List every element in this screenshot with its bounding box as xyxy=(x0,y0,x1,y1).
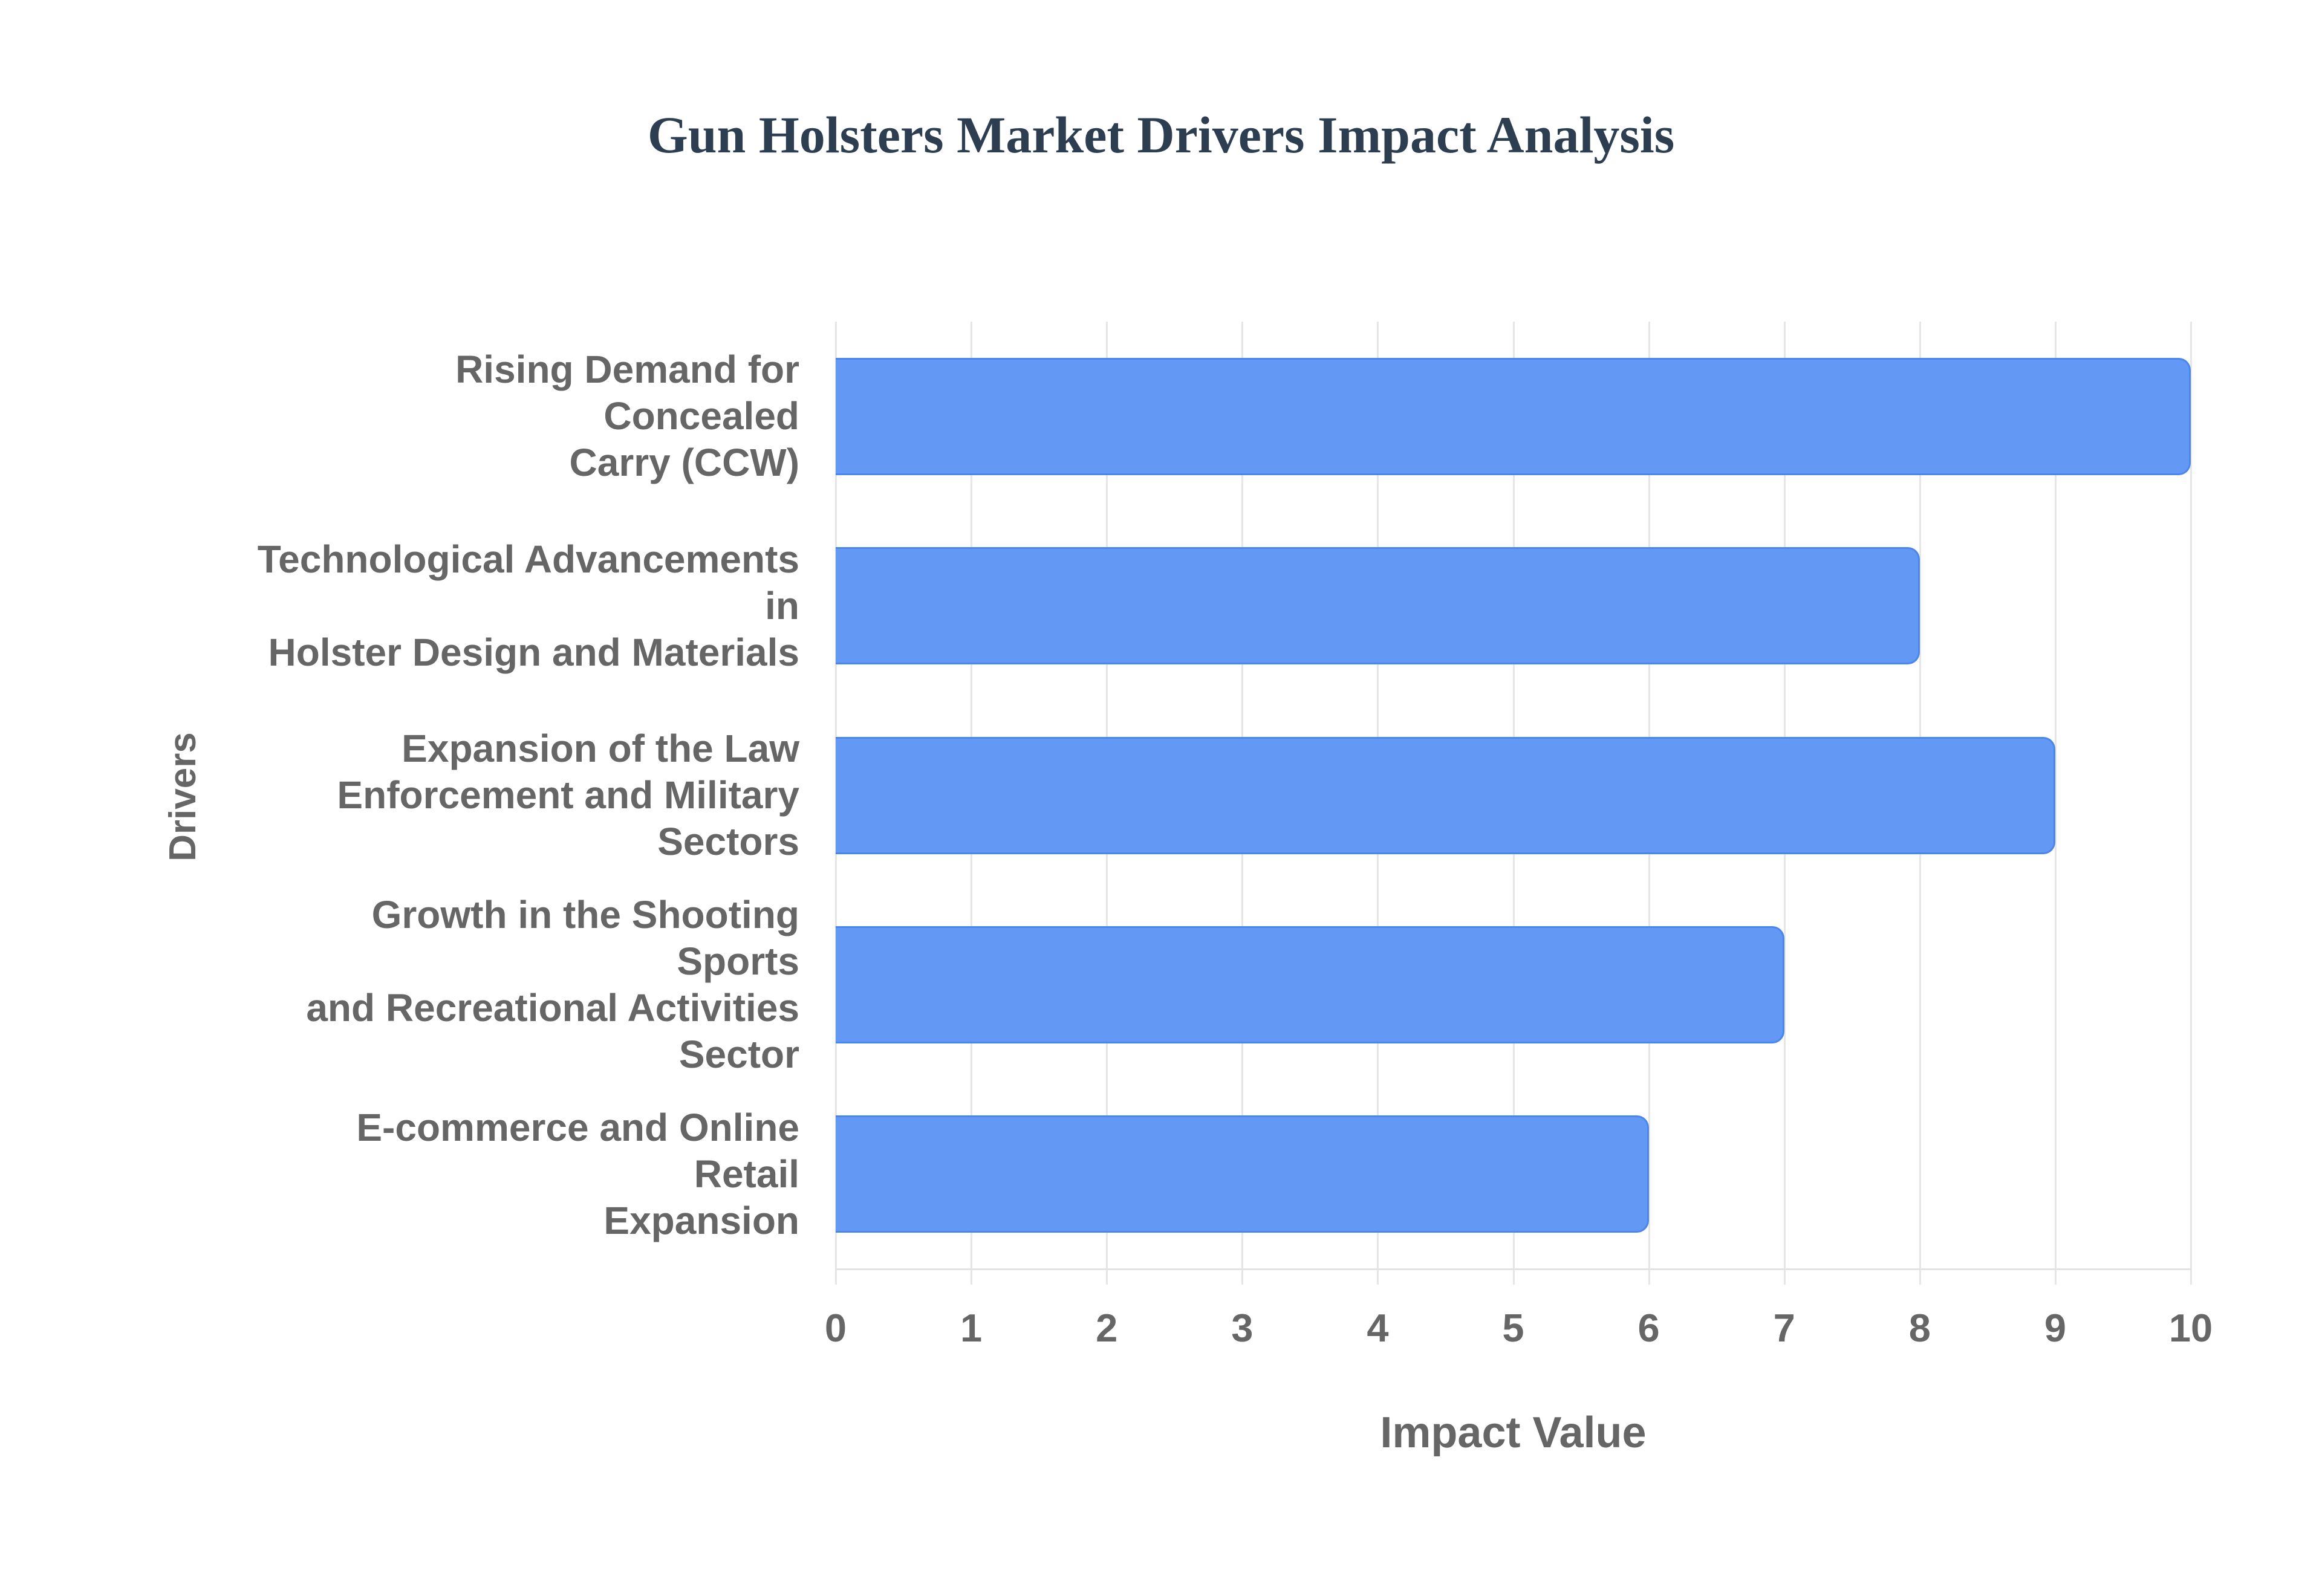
y-tick-label: Rising Demand for Concealed Carry (CCW) xyxy=(255,322,799,511)
x-axis-line xyxy=(836,1268,2191,1270)
y-axis-title: Drivers xyxy=(162,732,204,861)
bar[interactable] xyxy=(836,357,2191,475)
x-tick-label: 8 xyxy=(1908,1306,1931,1350)
bar[interactable] xyxy=(836,1115,1649,1233)
bar[interactable] xyxy=(836,547,1920,665)
y-tick-label: Expansion of the Law Enforcement and Mili… xyxy=(255,701,799,890)
x-tick-label: 1 xyxy=(960,1306,983,1350)
y-tick-label: Technological Advancements in Holster Des… xyxy=(255,511,799,700)
x-tick-label: 9 xyxy=(2044,1306,2066,1350)
y-tick-label-line: Growth in the Shooting Sports xyxy=(371,892,799,983)
x-tick-label: 4 xyxy=(1367,1306,1389,1350)
plot-area xyxy=(835,322,2192,1285)
x-tick-label: 10 xyxy=(2168,1306,2213,1350)
y-tick-label: Growth in the Shooting Sports and Recreat… xyxy=(255,890,799,1079)
y-tick-label-line: Sectors xyxy=(657,819,799,863)
bar[interactable] xyxy=(836,736,2055,854)
gridline xyxy=(2190,322,2192,1285)
x-axis-title: Impact Value xyxy=(1380,1409,1647,1457)
bar[interactable] xyxy=(836,926,1784,1043)
y-tick-label-line: Expansion xyxy=(603,1198,799,1242)
x-tick-label: 6 xyxy=(1637,1306,1660,1350)
x-tick-label: 0 xyxy=(824,1306,847,1350)
y-tick-label-line: E-commerce and Online Retail xyxy=(356,1105,799,1196)
x-tick-label: 3 xyxy=(1231,1306,1254,1350)
gridline xyxy=(2054,322,2057,1285)
y-tick-label-line: Technological Advancements in xyxy=(257,537,799,628)
y-tick-label-line: Expansion of the Law xyxy=(402,726,799,770)
chart-title: Gun Holsters Market Drivers Impact Analy… xyxy=(647,106,1675,164)
x-tick-label: 5 xyxy=(1502,1306,1524,1350)
y-tick-label-line: Carry (CCW) xyxy=(569,441,799,485)
x-tick-label: 7 xyxy=(1773,1306,1795,1350)
x-tick-label: 2 xyxy=(1096,1306,1118,1350)
y-tick-label-line: Sector xyxy=(678,1032,799,1076)
y-tick-label-line: and Recreational Activities xyxy=(306,985,799,1030)
y-tick-label: E-commerce and Online Retail Expansion xyxy=(255,1080,799,1269)
y-tick-label-line: Rising Demand for Concealed xyxy=(455,348,799,438)
y-tick-label-line: Enforcement and Military xyxy=(337,773,799,817)
y-tick-label-line: Holster Design and Materials xyxy=(268,630,799,674)
